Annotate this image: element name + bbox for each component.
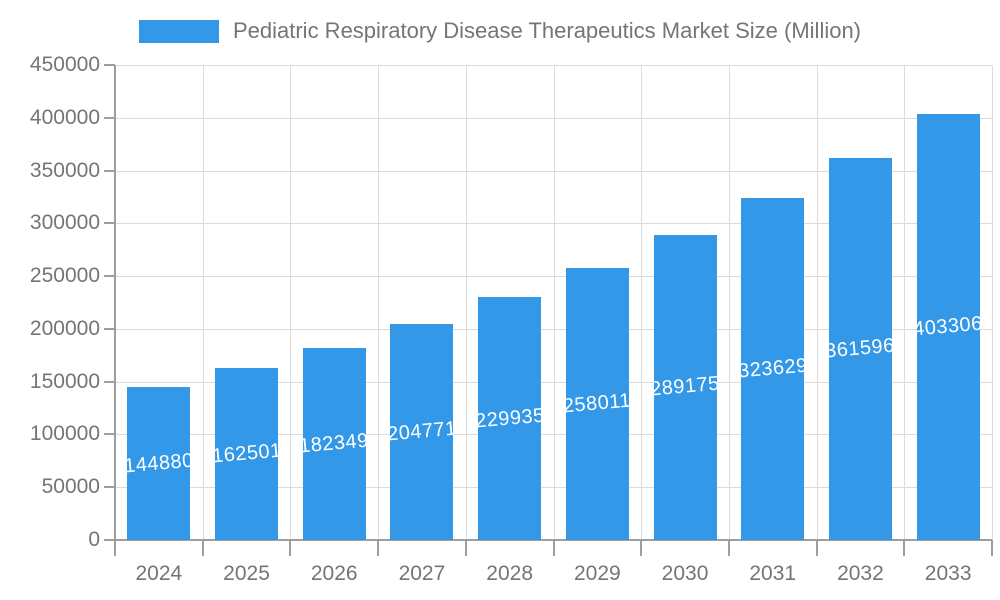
y-axis-label: 200000: [29, 316, 100, 340]
y-axis-label: 400000: [29, 105, 100, 129]
x-gridline: [202, 65, 204, 540]
x-axis-label-2025: 2025: [223, 562, 270, 585]
x-gridline: [641, 65, 643, 540]
y-axis-tick: [104, 64, 115, 66]
x-axis-line: [104, 539, 992, 541]
y-axis-tick: [104, 222, 115, 225]
x-axis-tick: [289, 540, 292, 556]
bar-2025[interactable]: 162501: [215, 368, 279, 540]
y-axis-tick: [104, 275, 115, 278]
bar-2032[interactable]: 361596: [828, 158, 892, 540]
legend-swatch: [138, 19, 219, 43]
bar-value-label: 289175: [653, 372, 717, 401]
bar-2028[interactable]: 229935: [478, 297, 542, 540]
y-axis-tick: [104, 380, 115, 383]
x-axis-label-2031: 2031: [749, 562, 797, 585]
legend[interactable]: Pediatric Respiratory Disease Therapeuti…: [0, 18, 1000, 44]
x-gridline: [992, 65, 993, 540]
x-axis-label-2032: 2032: [837, 562, 884, 585]
bar-2027[interactable]: 204771: [390, 323, 454, 540]
x-axis-tick: [377, 540, 380, 556]
bar-2030[interactable]: 289175: [653, 234, 717, 540]
x-axis-tick: [815, 540, 818, 556]
x-gridline: [553, 65, 555, 540]
x-axis-label-2026: 2026: [310, 562, 358, 585]
bar-value-label: 204771: [390, 417, 454, 446]
bar-value-label: 144880: [127, 449, 191, 478]
bar-value-label: 162501: [215, 439, 279, 468]
bar-value-label: 182349: [302, 429, 366, 458]
x-axis-tick: [552, 540, 555, 556]
x-axis-tick: [903, 540, 906, 556]
y-axis-tick: [104, 116, 115, 119]
x-axis-tick: [640, 540, 643, 556]
x-gridline: [816, 65, 818, 540]
y-axis-tick: [104, 486, 115, 489]
x-gridline: [904, 65, 906, 540]
x-axis-tick: [991, 540, 993, 556]
x-axis-label-2029: 2029: [573, 562, 621, 585]
bar-value-label: 361596: [828, 334, 892, 363]
y-axis-label: 450000: [29, 53, 100, 76]
x-axis-tick: [464, 540, 467, 556]
x-axis-label-2028: 2028: [486, 562, 533, 585]
y-axis-label: 300000: [29, 211, 100, 235]
x-axis-label-2024: 2024: [135, 562, 183, 585]
y-axis-label: 100000: [29, 422, 100, 446]
x-gridline: [728, 65, 730, 540]
bar-value-label: 258011: [565, 389, 629, 418]
y-axis-label: 150000: [29, 369, 100, 393]
bar-2033[interactable]: 403306: [916, 114, 980, 540]
y-axis-label: 50000: [41, 475, 100, 499]
x-gridline: [290, 65, 292, 540]
x-axis-label-2030: 2030: [661, 562, 709, 585]
y-axis-line: [114, 65, 116, 556]
x-gridline: [378, 65, 380, 540]
bar-value-label: 229935: [478, 404, 542, 433]
y-axis-tick: [104, 433, 115, 436]
y-axis-label: 0: [88, 528, 100, 551]
legend-series-label: Pediatric Respiratory Disease Therapeuti…: [232, 18, 862, 43]
y-axis-tick: [104, 169, 115, 172]
y-axis-tick: [104, 327, 115, 330]
bar-2024[interactable]: 144880: [127, 387, 191, 540]
y-axis-label: 350000: [29, 158, 100, 182]
bar-2026[interactable]: 182349: [302, 347, 366, 540]
bar-value-label: 403306: [916, 312, 980, 341]
x-gridline: [465, 65, 467, 540]
x-axis-tick: [201, 540, 204, 556]
y-axis-label: 250000: [29, 264, 100, 288]
x-axis-tick: [727, 540, 730, 556]
bar-value-label: 323629: [741, 354, 805, 383]
bar-2029[interactable]: 258011: [565, 267, 629, 540]
x-axis-label-2033: 2033: [924, 562, 972, 585]
x-axis-label-2027: 2027: [398, 562, 446, 585]
bar-2031[interactable]: 323629: [741, 198, 805, 540]
